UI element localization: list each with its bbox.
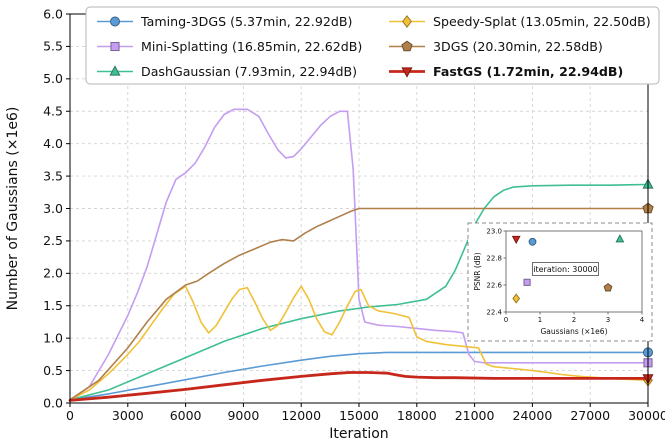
y-tick-label: 5.0 bbox=[43, 71, 63, 86]
diamond-marker bbox=[402, 15, 412, 28]
series-line-0 bbox=[69, 351, 649, 401]
circle-marker bbox=[528, 237, 537, 246]
x-tick-label: 24000 bbox=[513, 408, 553, 423]
y-tick-label: 6.0 bbox=[43, 6, 63, 21]
y-tick-label: 1.5 bbox=[43, 298, 63, 313]
inset-annotation-box bbox=[532, 262, 599, 276]
inset-y-tick-label: 22.4 bbox=[486, 309, 502, 317]
series-line-1 bbox=[69, 108, 649, 401]
inset-plot: 0 1 2 3 4 22.4 22.6 22.8 23.0 Gaussians (×1e6) PSN… bbox=[467, 222, 653, 342]
triangle-down-marker bbox=[401, 67, 413, 78]
x-tick-label: 0 bbox=[66, 408, 74, 423]
square-marker bbox=[523, 278, 531, 286]
triangle-up-marker bbox=[109, 65, 121, 76]
legend: Taming-3DGS (5.37min, 22.92dB) Mini-Splat… bbox=[85, 6, 660, 85]
legend-label-1: Mini-Splatting (16.85min, 22.62dB) bbox=[141, 39, 362, 54]
y-axis: 0.0 0.5 1.0 1.5 2.0 2.5 3.0 3.5 4.0 4.5 5.0 5.5 6.0 bbox=[43, 6, 70, 410]
pentagon-marker bbox=[401, 40, 413, 52]
inset-x-tick-label: 2 bbox=[572, 316, 576, 324]
inset-y-tick-label: 23.0 bbox=[486, 228, 502, 236]
x-tick-label: 27000 bbox=[570, 408, 610, 423]
x-axis: 0 3000 6000 9000 12000 15000 18000 21000 24000 27… bbox=[66, 403, 665, 423]
y-axis-label: Number of Gaussians (×1e6) bbox=[5, 107, 21, 311]
triangle-up-marker bbox=[615, 234, 625, 243]
y-tick-label: 0.0 bbox=[43, 395, 63, 410]
y-tick-label: 4.0 bbox=[43, 136, 63, 151]
y-tick-label: 0.5 bbox=[43, 363, 63, 378]
x-tick-label: 12000 bbox=[281, 408, 321, 423]
y-tick-label: 2.0 bbox=[43, 266, 63, 281]
y-tick-label: 3.5 bbox=[43, 168, 63, 183]
inset-y-tick-label: 22.6 bbox=[486, 282, 502, 290]
circle-marker bbox=[110, 16, 120, 27]
y-tick-label: 5.5 bbox=[43, 39, 63, 54]
series-5 bbox=[68, 371, 654, 402]
square-marker bbox=[110, 41, 120, 52]
series-line-5 bbox=[68, 371, 650, 402]
x-tick-label: 21000 bbox=[455, 408, 495, 423]
inset-x-tick-label: 0 bbox=[504, 316, 508, 324]
series-line-4 bbox=[69, 207, 649, 401]
inset-x-tick-label: 4 bbox=[640, 316, 645, 324]
legend-label-3: Speedy-Splat (13.05min, 22.50dB) bbox=[433, 14, 651, 29]
inset-frame bbox=[467, 222, 653, 342]
x-tick-label: 15000 bbox=[339, 408, 379, 423]
triangle-down-marker bbox=[511, 235, 521, 245]
legend-label-4: 3DGS (20.30min, 22.58dB) bbox=[433, 39, 603, 54]
x-tick-label: 18000 bbox=[397, 408, 437, 423]
y-tick-label: 1.0 bbox=[43, 330, 63, 345]
pentagon-marker bbox=[603, 283, 613, 292]
x-tick-label: 3000 bbox=[112, 408, 144, 423]
series-line-2 bbox=[69, 183, 649, 401]
x-tick-label: 6000 bbox=[170, 408, 202, 423]
series-line-3 bbox=[69, 285, 649, 401]
x-tick-label: 9000 bbox=[227, 408, 259, 423]
legend-frame bbox=[85, 6, 660, 85]
inset-annotation: iteration: 30000 bbox=[533, 265, 597, 274]
x-tick-label: 30000 bbox=[628, 408, 665, 423]
legend-label-5: FastGS (1.72min, 22.94dB) bbox=[433, 64, 623, 79]
y-tick-label: 3.0 bbox=[43, 201, 63, 216]
y-tick-label: 2.5 bbox=[43, 233, 63, 248]
inset-xlabel: Gaussians (×1e6) bbox=[541, 327, 608, 336]
inset-x-tick-label: 3 bbox=[606, 316, 610, 324]
inset-y-tick-label: 22.8 bbox=[486, 255, 502, 263]
diamond-marker bbox=[512, 293, 521, 304]
inset-ylabel: PSNR (dB) bbox=[473, 252, 482, 290]
y-tick-label: 4.5 bbox=[43, 104, 63, 119]
legend-label-2: DashGaussian (7.93min, 22.94dB) bbox=[141, 64, 357, 79]
legend-label-0: Taming-3DGS (5.37min, 22.92dB) bbox=[140, 14, 352, 29]
x-axis-label: Iteration bbox=[329, 426, 388, 442]
inset-x-tick-label: 1 bbox=[538, 316, 542, 324]
